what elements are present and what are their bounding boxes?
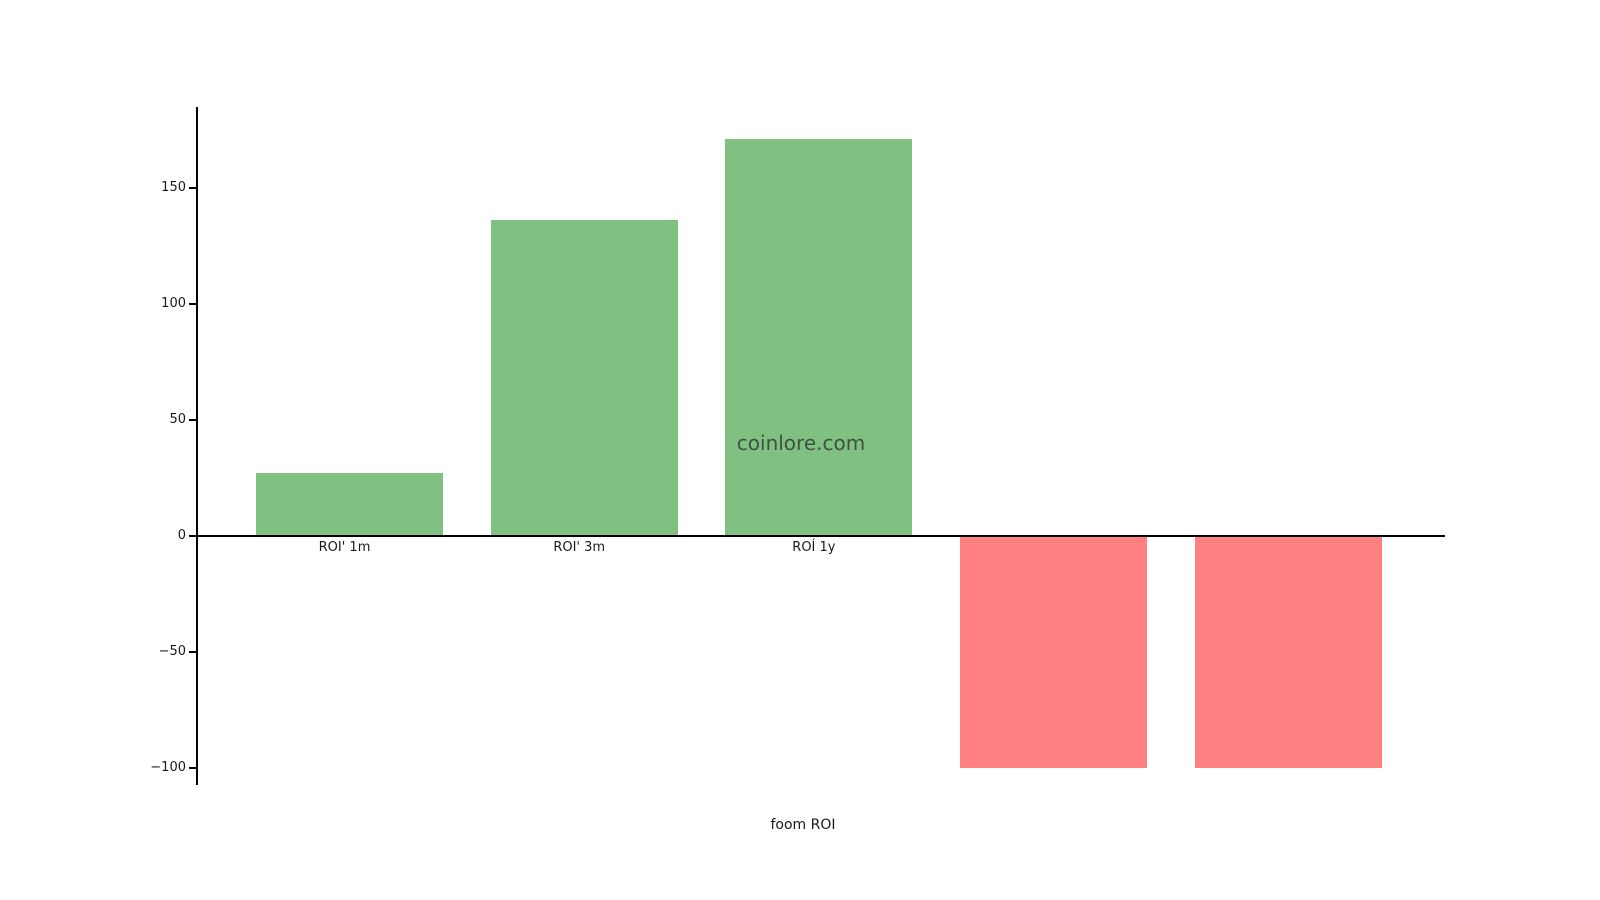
y-tick-label-150: 150: [161, 180, 186, 195]
y-tick-label-50: 50: [169, 412, 186, 427]
y-tick-mark--100: [189, 767, 196, 769]
y-tick-mark-50: [189, 419, 196, 421]
bar-ROI' 1m: [256, 473, 443, 536]
x-tick-label-2: ROÍ 1y: [792, 540, 836, 555]
y-tick-mark-100: [189, 303, 196, 305]
y-tick-mark--50: [189, 651, 196, 653]
y-tick-label-0: 0: [177, 528, 186, 543]
bar-unlabeled-4: [1194, 536, 1382, 768]
x-axis-title: foom ROI: [770, 817, 836, 833]
y-tick-label-100: 100: [161, 296, 186, 311]
bar-ROÍ 1y: [725, 139, 913, 536]
y-tick-mark-150: [189, 187, 196, 189]
x-axis-zero-line: [196, 535, 1445, 537]
y-tick-label--100: −100: [150, 760, 186, 775]
y-tick-label--50: −50: [158, 644, 186, 659]
y-axis-spine: [196, 107, 198, 785]
bar-ROI' 3m: [490, 220, 678, 536]
x-tick-label-0: ROI' 1m: [318, 540, 371, 555]
watermark-text: coinlore.com: [736, 431, 866, 455]
y-tick-mark-0: [189, 535, 196, 537]
x-tick-label-1: ROI' 3m: [553, 540, 606, 555]
bar-unlabeled-3: [960, 536, 1148, 768]
